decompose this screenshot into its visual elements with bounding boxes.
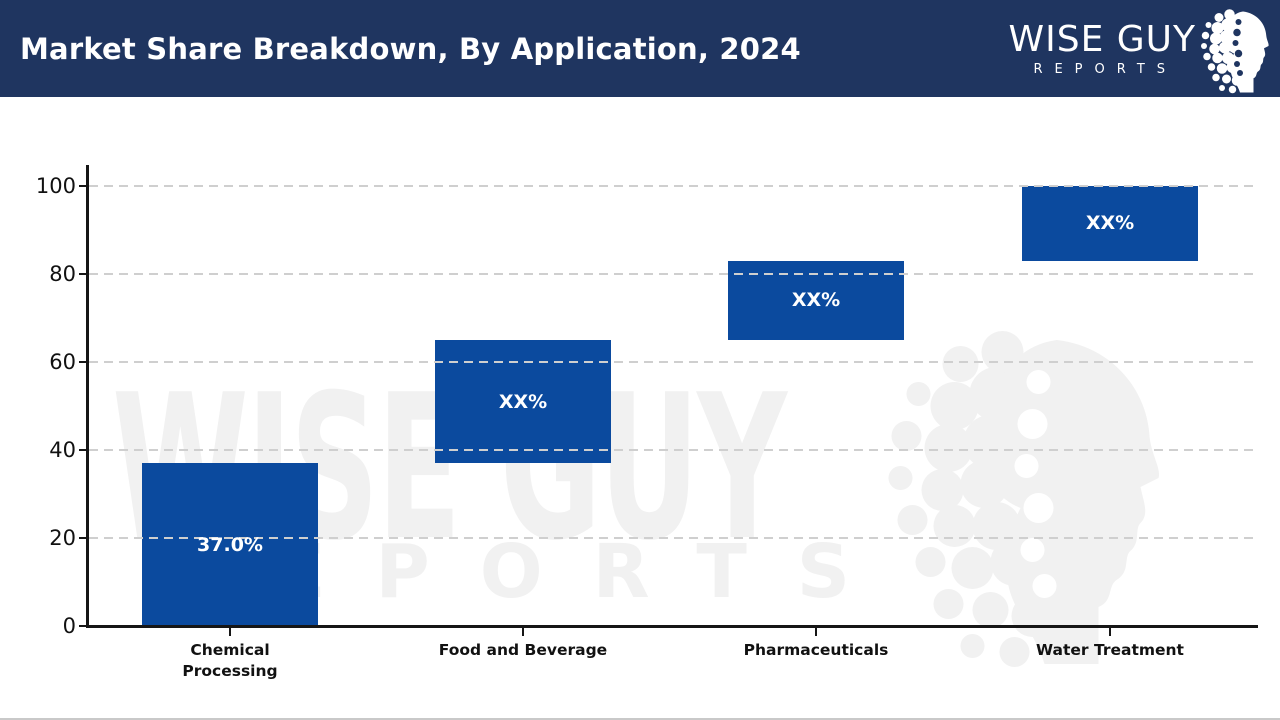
brand-name: WISE GUY — [1008, 19, 1196, 60]
bar-1 — [435, 340, 611, 464]
gridline-100 — [89, 185, 1256, 187]
x-tick-1 — [522, 628, 524, 636]
watermark-head-icon — [888, 331, 1160, 667]
brand-head-icon — [1201, 9, 1269, 94]
category-label-3: Water Treatment — [1036, 641, 1184, 659]
gridline-80 — [89, 273, 1256, 275]
gridline-20 — [89, 537, 1256, 539]
y-tick-label-60: 60 — [49, 350, 76, 374]
category-label-2: Pharmaceuticals — [743, 641, 889, 659]
y-tick-60 — [79, 361, 87, 363]
y-tick-label-20: 20 — [49, 526, 76, 550]
y-tick-20 — [79, 537, 87, 539]
x-axis-spine — [86, 625, 1258, 628]
y-tick-80 — [79, 273, 87, 275]
y-tick-label-0: 0 — [62, 614, 76, 638]
brand-subname: REPORTS — [1033, 62, 1178, 77]
bar-3 — [1022, 186, 1198, 261]
bar-value-label-0: 37.0% — [197, 533, 263, 556]
category-label-0: Chemical Processing — [182, 641, 278, 680]
gridline-40 — [89, 449, 1256, 451]
y-axis-spine — [86, 165, 89, 628]
brand-logo-text: WISE GUY REPORTS — [1008, 19, 1197, 78]
x-tick-0 — [229, 628, 231, 636]
chart-title: Market Share Breakdown, By Application, … — [20, 31, 801, 66]
footer-divider — [0, 718, 1280, 720]
y-tick-40 — [79, 449, 87, 451]
header-band: Market Share Breakdown, By Application, … — [0, 0, 1280, 97]
y-tick-label-80: 80 — [49, 262, 76, 286]
bar-value-label-3: XX% — [1085, 212, 1135, 235]
x-tick-3 — [1109, 628, 1111, 636]
y-tick-0 — [79, 625, 87, 627]
y-tick-100 — [79, 185, 87, 187]
bar-0 — [142, 463, 318, 626]
y-tick-label-40: 40 — [49, 438, 76, 462]
y-tick-label-100: 100 — [35, 174, 76, 198]
bar-value-label-1: XX% — [498, 390, 548, 413]
brand-logo: WISE GUY REPORTS — [1009, 4, 1269, 94]
category-label-1: Food and Beverage — [438, 641, 608, 659]
gridline-60 — [89, 361, 1256, 363]
bar-value-label-2: XX% — [791, 289, 841, 312]
x-tick-2 — [815, 628, 817, 636]
